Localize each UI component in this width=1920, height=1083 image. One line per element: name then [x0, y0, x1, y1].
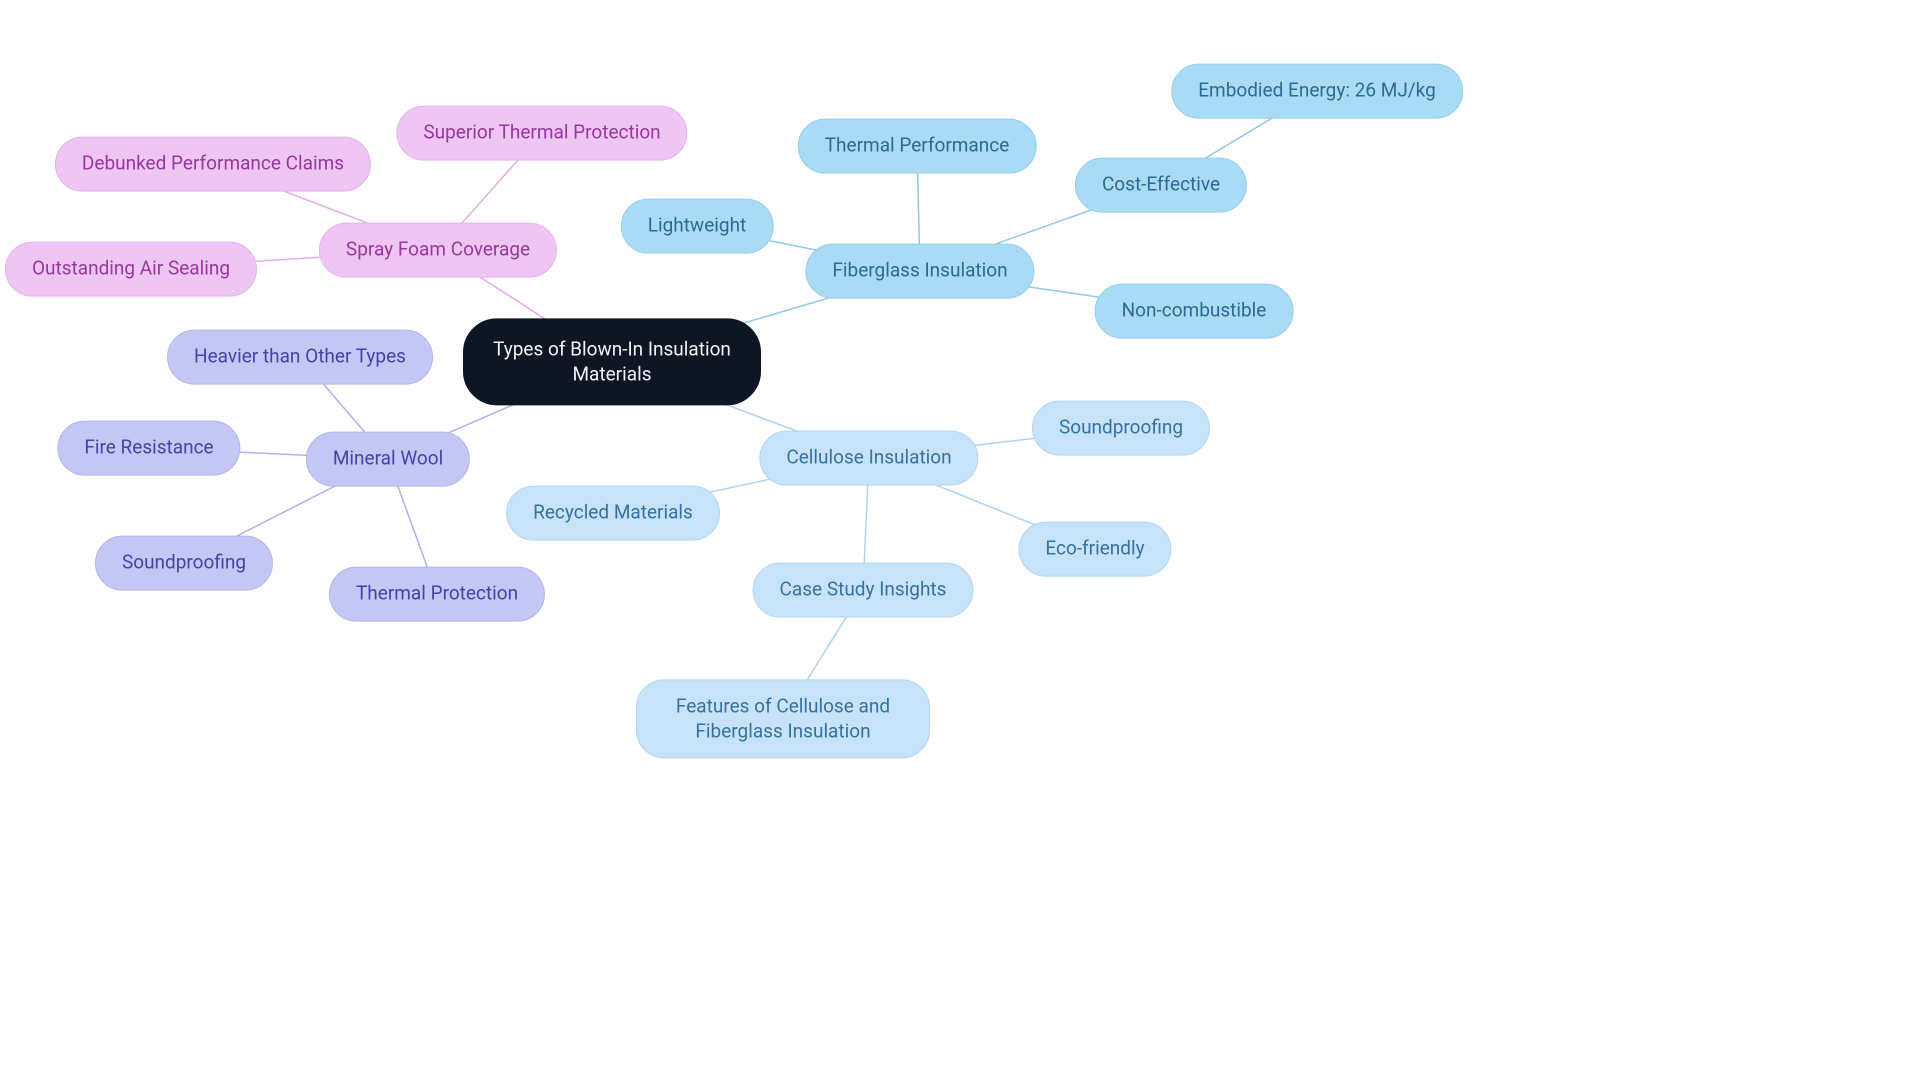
node-root: Types of Blown-In Insulation Materials — [463, 318, 761, 405]
node-heavier: Heavier than Other Types — [167, 330, 433, 385]
node-thermal_perf: Thermal Performance — [798, 119, 1037, 174]
node-superior: Superior Thermal Protection — [396, 106, 687, 161]
node-casestudy: Case Study Insights — [753, 563, 974, 618]
node-eco: Eco-friendly — [1018, 522, 1171, 577]
node-sound_min: Soundproofing — [95, 536, 273, 591]
node-airseal: Outstanding Air Sealing — [5, 242, 257, 297]
node-noncomb: Non-combustible — [1095, 284, 1294, 339]
node-cellulose: Cellulose Insulation — [759, 431, 978, 486]
node-cost_eff: Cost-Effective — [1075, 158, 1247, 213]
node-mineral: Mineral Wool — [306, 432, 470, 487]
node-debunked: Debunked Performance Claims — [55, 137, 371, 192]
node-features: Features of Cellulose and Fiberglass Ins… — [636, 679, 930, 758]
node-sound_cell: Soundproofing — [1032, 401, 1210, 456]
node-thermal_prot: Thermal Protection — [329, 567, 545, 622]
node-fiberglass: Fiberglass Insulation — [805, 244, 1034, 299]
node-fire: Fire Resistance — [57, 421, 240, 476]
node-embodied: Embodied Energy: 26 MJ/kg — [1171, 64, 1463, 119]
node-recycled: Recycled Materials — [506, 486, 720, 541]
mindmap-canvas: Types of Blown-In Insulation Materials Fi… — [0, 0, 1920, 1083]
node-spray: Spray Foam Coverage — [319, 223, 557, 278]
node-lightweight: Lightweight — [621, 199, 774, 254]
